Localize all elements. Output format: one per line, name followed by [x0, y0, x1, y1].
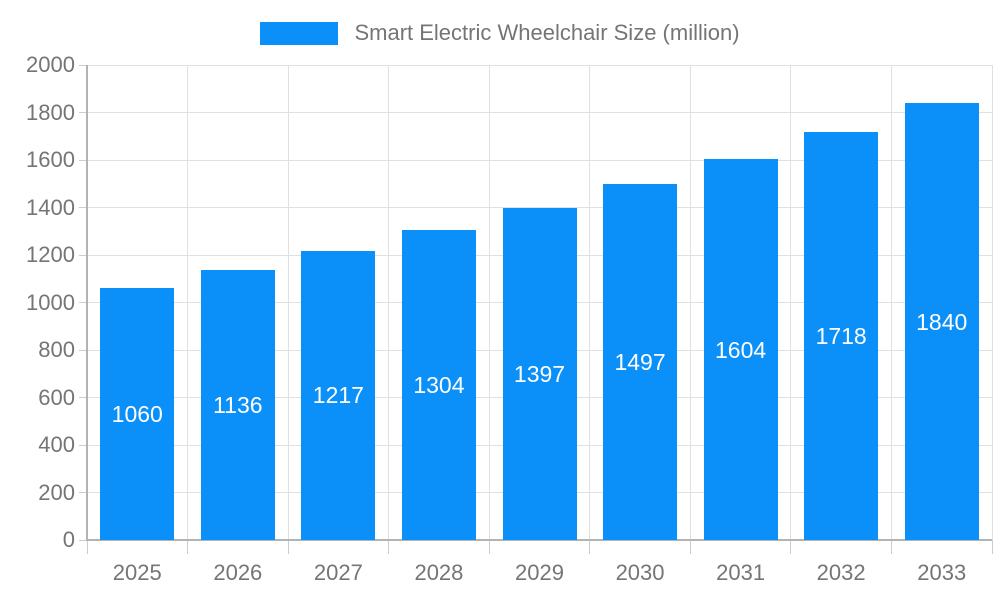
x-tick: [388, 540, 390, 554]
bar-value-label: 1060: [111, 401, 163, 428]
bar[interactable]: [804, 131, 879, 540]
x-tick-label: 2029: [515, 560, 564, 585]
v-gridline: [689, 65, 691, 540]
y-tick: [79, 492, 87, 493]
v-gridline: [287, 65, 289, 540]
x-tick: [287, 540, 289, 554]
x-tick: [790, 540, 792, 554]
h-gridline: [87, 159, 992, 161]
y-tick: [79, 64, 87, 66]
x-tick-label: 2026: [213, 560, 263, 585]
x-tick-label: 2032: [816, 560, 866, 585]
bar[interactable]: [301, 250, 376, 540]
v-gridline: [488, 65, 490, 540]
bar-value-label: 1397: [513, 361, 566, 388]
x-tick: [589, 540, 591, 554]
v-gridline: [388, 65, 390, 540]
x-tick-label: 2027: [313, 560, 363, 585]
bar-value-label: 1217: [312, 382, 364, 409]
h-gridline: [87, 112, 992, 113]
y-tick-label: 1600: [26, 147, 75, 172]
bar-value-label: 1136: [213, 392, 263, 419]
bar[interactable]: [502, 208, 577, 540]
x-tick: [991, 540, 993, 554]
y-tick: [79, 444, 87, 446]
y-tick-label: 1000: [26, 289, 75, 315]
x-tick: [890, 540, 892, 554]
legend-swatch: [260, 21, 339, 45]
y-tick-label: 1400: [26, 194, 75, 220]
y-tick-label: 0: [62, 527, 75, 552]
y-tick-label: 1200: [26, 242, 75, 267]
y-tick: [79, 159, 87, 161]
v-gridline: [187, 65, 189, 540]
bar-value-label: 1497: [614, 349, 666, 376]
h-gridline: [87, 207, 992, 208]
y-tick: [79, 112, 87, 113]
bar[interactable]: [904, 103, 979, 540]
bar[interactable]: [401, 230, 476, 540]
x-tick: [488, 540, 490, 554]
bar[interactable]: [703, 159, 778, 540]
bar-value-label: 1718: [815, 322, 867, 349]
x-tick: [86, 540, 88, 554]
v-gridline: [589, 65, 591, 540]
bar[interactable]: [100, 288, 175, 540]
x-axis-line: [87, 539, 992, 541]
x-tick-label: 2028: [414, 560, 464, 585]
legend[interactable]: Smart Electric Wheelchair Size (million): [0, 14, 1000, 52]
bar-value-label: 1604: [715, 336, 767, 363]
y-tick-label: 2000: [26, 52, 75, 77]
y-tick-label: 1800: [26, 99, 75, 125]
y-axis-line: [86, 65, 88, 541]
x-tick-label: 2030: [615, 560, 665, 585]
y-tick: [79, 302, 87, 303]
bar[interactable]: [200, 270, 275, 540]
y-tick-label: 600: [38, 384, 75, 410]
y-tick: [79, 254, 87, 256]
v-gridline: [890, 65, 892, 540]
v-gridline: [790, 65, 792, 540]
y-tick: [79, 539, 87, 541]
legend-label: Smart Electric Wheelchair Size (million): [354, 20, 740, 45]
x-tick: [689, 540, 691, 554]
x-tick-label: 2031: [716, 560, 766, 585]
y-tick-label: 800: [38, 337, 75, 362]
x-tick: [187, 540, 189, 554]
v-gridline: [991, 65, 993, 540]
y-tick-label: 200: [38, 479, 75, 505]
x-tick-label: 2025: [112, 560, 162, 585]
x-tick-label: 2033: [917, 560, 967, 585]
y-tick: [79, 397, 87, 398]
bar[interactable]: [603, 184, 678, 540]
y-tick-label: 400: [38, 432, 75, 457]
y-tick: [79, 207, 87, 208]
h-gridline: [87, 64, 992, 66]
y-tick: [79, 349, 87, 351]
bar-value-label: 1840: [916, 308, 968, 335]
bar-value-label: 1304: [413, 372, 465, 399]
